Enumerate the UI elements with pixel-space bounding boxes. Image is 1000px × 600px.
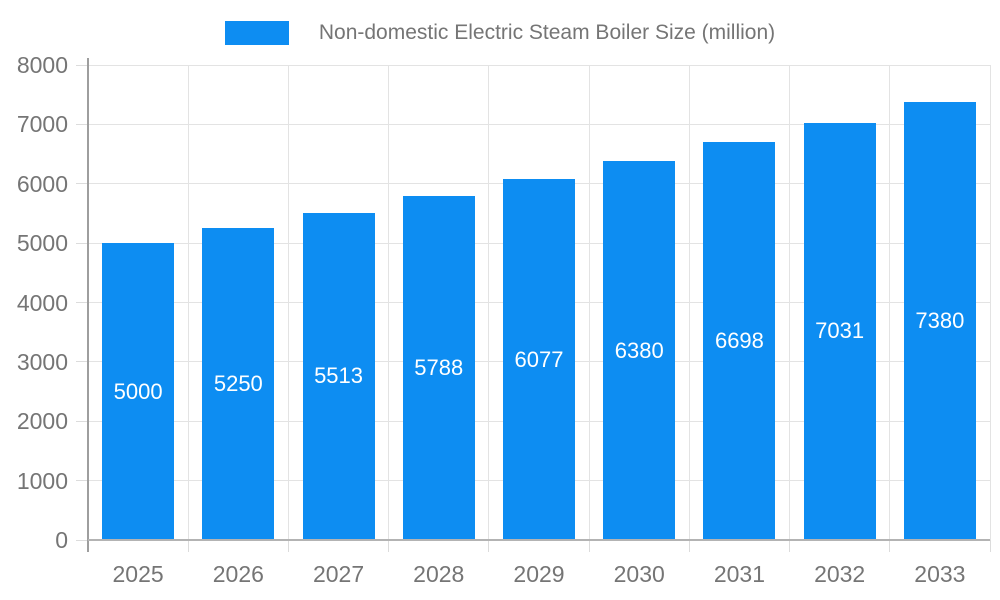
x-tick	[287, 540, 289, 552]
y-tick-label: 3000	[16, 348, 68, 375]
bar-value-label: 6077	[514, 346, 564, 372]
gridline-v	[789, 65, 791, 540]
bar	[803, 122, 876, 540]
y-tick	[76, 420, 88, 422]
y-tick-label: 2000	[16, 408, 68, 435]
gridline-v	[688, 65, 690, 540]
x-tick-label: 2027	[312, 561, 365, 587]
x-tick	[488, 540, 490, 552]
bar-value-label: 6698	[714, 328, 764, 354]
y-tick-label: 1000	[16, 467, 68, 494]
y-tick	[76, 302, 88, 303]
bar	[102, 243, 175, 540]
legend: Non-domestic Electric Steam Boiler Size …	[0, 21, 1000, 45]
y-tick	[76, 361, 88, 363]
x-tick-label: 2029	[513, 561, 565, 587]
bar-value-label: 5000	[113, 378, 163, 404]
bar	[503, 179, 575, 540]
legend-label: Non-domestic Electric Steam Boiler Size …	[318, 21, 776, 44]
bar	[703, 142, 776, 540]
bar-value-label: 6380	[614, 337, 664, 363]
y-tick-label: 5000	[16, 230, 68, 257]
y-tick	[76, 242, 88, 244]
x-tick	[789, 540, 791, 552]
y-tick	[76, 539, 88, 541]
x-tick-label: 2031	[713, 561, 766, 587]
x-tick	[989, 540, 991, 552]
bar-value-label: 7031	[815, 318, 865, 344]
x-tick-label: 2032	[814, 561, 866, 587]
x-tick	[388, 540, 390, 552]
gridline-h	[88, 123, 990, 125]
bar	[903, 101, 976, 540]
y-tick	[76, 64, 88, 66]
y-tick	[76, 480, 88, 482]
gridline-v	[187, 65, 189, 540]
y-tick-label: 7000	[16, 111, 68, 138]
gridline-v	[989, 65, 991, 540]
x-tick-label: 2025	[112, 561, 164, 587]
gridline-v	[287, 65, 289, 540]
x-tick-label: 2033	[914, 561, 966, 587]
y-tick-label: 4000	[16, 289, 68, 316]
x-tick-label: 2026	[212, 561, 264, 587]
gridline-v	[488, 65, 490, 540]
bar-value-label: 5513	[314, 363, 364, 389]
legend-swatch	[224, 21, 289, 45]
bar	[302, 212, 375, 540]
gridline-v	[388, 65, 390, 540]
x-tick-label: 2028	[413, 561, 465, 587]
y-tick-label: 6000	[16, 170, 68, 197]
gridline-v	[889, 65, 891, 540]
x-tick	[688, 540, 690, 552]
y-tick	[76, 123, 88, 125]
bar	[202, 228, 275, 540]
x-tick	[187, 540, 189, 552]
bar-value-label: 7380	[915, 307, 965, 333]
gridline-v	[588, 65, 590, 540]
y-axis-line	[87, 58, 89, 552]
x-tick	[588, 540, 590, 552]
x-tick	[889, 540, 891, 552]
y-tick	[76, 183, 88, 185]
bar	[402, 196, 475, 540]
bar	[603, 161, 676, 540]
bar-value-label: 5250	[213, 371, 263, 397]
x-tick-label: 2030	[613, 561, 665, 587]
y-tick-label: 8000	[16, 52, 68, 78]
y-tick-label: 0	[55, 527, 68, 553]
gridline-h	[88, 64, 990, 66]
x-axis-line	[88, 539, 990, 541]
bar-value-label: 5788	[414, 355, 464, 381]
